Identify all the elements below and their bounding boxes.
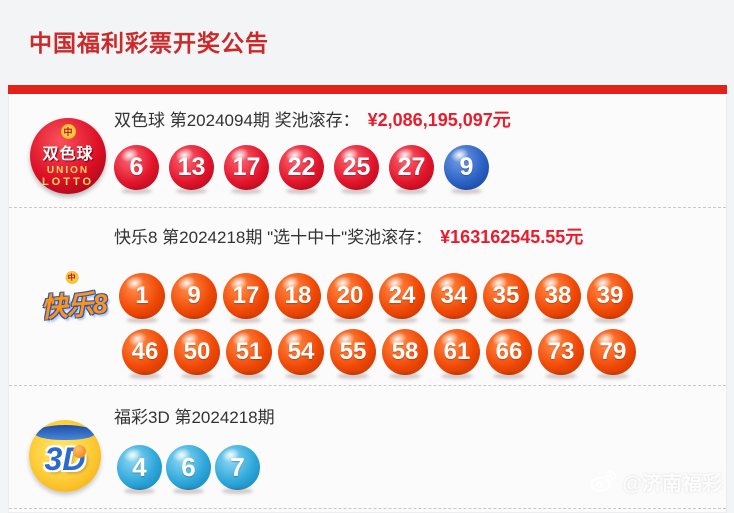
lottery-ball-blue: 9 [444, 145, 489, 190]
ball-number: 55 [339, 338, 367, 365]
logo-blue-band [35, 425, 95, 440]
lottery-ball-orange: 39 [587, 273, 633, 319]
draw-title: 福彩3D 第2024218期 [114, 408, 275, 427]
ball-number: 61 [443, 338, 471, 365]
ball-number: 9 [187, 282, 201, 309]
lottery-ball-orange: 9 [171, 273, 217, 319]
ball-number: 20 [336, 282, 364, 309]
lottery-ball-red: 27 [389, 145, 434, 190]
lottery-ball-cyan: 4 [117, 445, 162, 490]
lottery-ball-orange: 50 [174, 329, 220, 375]
ball-number: 9 [459, 153, 474, 181]
lottery-ball-orange: 46 [122, 329, 168, 375]
shuangseqiu-logo-icon: 中 双色球 UNION LOTTO [30, 118, 106, 194]
draw-info-shuangseqiu: 双色球 第2024094期 奖池滚存： ¥2,086,195,097元 [114, 106, 511, 132]
logo-orange-ball [73, 445, 86, 458]
lottery-ball-cyan: 7 [215, 445, 260, 490]
watermark: @济南福彩 [590, 467, 722, 496]
ball-number: 38 [544, 282, 572, 309]
section-shuangseqiu: 中 双色球 UNION LOTTO 双色球 第2024094期 奖池滚存： ¥2,… [9, 94, 726, 208]
watermark-label: @济南福彩 [622, 473, 722, 495]
lottery-ball-red: 13 [169, 145, 214, 190]
lottery-ball-orange: 18 [275, 273, 321, 319]
top-accent-bar [8, 85, 727, 94]
jackpot-amount: ¥2,086,195,097元 [367, 110, 511, 130]
weibo-icon [591, 470, 618, 492]
ball-number: 34 [440, 282, 468, 309]
lottery-ball-orange: 24 [379, 273, 425, 319]
ball-number: 7 [230, 452, 245, 482]
lottery-card: 中 双色球 UNION LOTTO 双色球 第2024094期 奖池滚存： ¥2,… [8, 85, 727, 513]
ball-number: 35 [492, 282, 520, 309]
draw-info-kuaile8: 快乐8 第2024218期 "选十中十"奖池滚存： ¥163162545.55元 [114, 223, 583, 249]
lottery-ball-red: 17 [224, 145, 269, 190]
zhong-emblem-icon: 中 [60, 124, 76, 139]
kuaile8-logo-icon: 中 快乐8 [29, 268, 116, 326]
lottery-ball-orange: 54 [278, 329, 324, 375]
lottery-ball-orange: 79 [590, 329, 636, 375]
lottery-ball-cyan: 6 [166, 445, 211, 490]
ball-number: 51 [235, 338, 263, 365]
page-title: 中国福利彩票开奖公告 [29, 30, 269, 56]
draw-info-fucai3d: 福彩3D 第2024218期 [114, 403, 275, 428]
logo-text-kuaile8: 快乐8 [39, 288, 108, 324]
ball-number: 79 [599, 338, 627, 365]
lottery-ball-orange: 55 [330, 329, 376, 375]
ball-number: 73 [547, 338, 575, 365]
ball-number: 54 [287, 338, 315, 365]
logo-text-cn: 双色球 [42, 146, 94, 163]
zhong-emblem-icon: 中 [64, 270, 79, 285]
ball-number: 27 [397, 153, 426, 181]
lottery-ball-orange: 34 [431, 273, 477, 319]
logo-text-lotto: LOTTO [41, 176, 95, 188]
ball-row-kuaile8-2: 46 50 51 54 55 58 61 66 73 79 [122, 329, 636, 375]
lottery-ball-orange: 1 [119, 273, 165, 319]
ball-number: 1 [135, 282, 149, 309]
ball-row-shuangseqiu: 6 13 17 22 25 27 9 [114, 145, 489, 190]
ball-number: 24 [388, 282, 416, 309]
ball-number: 66 [495, 338, 523, 365]
lottery-ball-orange: 66 [486, 329, 532, 375]
ball-row-kuaile8-1: 1 9 17 18 20 24 34 35 38 39 [119, 273, 633, 319]
draw-title: 快乐8 第2024218期 "选十中十"奖池滚存： [114, 228, 433, 247]
ball-number: 17 [232, 282, 260, 309]
ball-number: 13 [177, 153, 206, 181]
lottery-ball-red: 6 [114, 145, 159, 190]
lottery-ball-orange: 35 [483, 273, 529, 319]
lottery-ball-orange: 73 [538, 329, 584, 375]
ball-number: 4 [132, 452, 147, 482]
lottery-ball-orange: 17 [223, 273, 269, 319]
lottery-ball-red: 22 [279, 145, 324, 190]
ball-number: 58 [391, 338, 419, 365]
fucai3d-logo-icon: 3D [29, 420, 101, 492]
section-fucai3d: 3D 福彩3D 第2024218期 4 6 7 [9, 387, 726, 509]
logo-text-union: UNION [46, 165, 90, 176]
draw-title: 双色球 第2024094期 奖池滚存： [114, 111, 360, 130]
ball-number: 6 [181, 452, 196, 482]
lottery-ball-orange: 61 [434, 329, 480, 375]
ball-number: 39 [596, 282, 624, 309]
lottery-ball-orange: 20 [327, 273, 373, 319]
ball-number: 6 [129, 153, 144, 181]
ball-number: 18 [284, 282, 312, 309]
lottery-ball-orange: 58 [382, 329, 428, 375]
ball-row-fucai3d: 4 6 7 [117, 445, 260, 490]
lottery-ball-orange: 38 [535, 273, 581, 319]
lottery-ball-red: 25 [334, 145, 379, 190]
lottery-ball-orange: 51 [226, 329, 272, 375]
ball-number: 46 [131, 338, 159, 365]
section-kuaile8: 中 快乐8 快乐8 第2024218期 "选十中十"奖池滚存： ¥16316254… [9, 209, 726, 386]
jackpot-amount: ¥163162545.55元 [440, 227, 584, 247]
ball-number: 25 [342, 153, 371, 181]
ball-number: 17 [232, 153, 261, 181]
ball-number: 50 [183, 338, 211, 365]
ball-number: 22 [287, 153, 316, 181]
